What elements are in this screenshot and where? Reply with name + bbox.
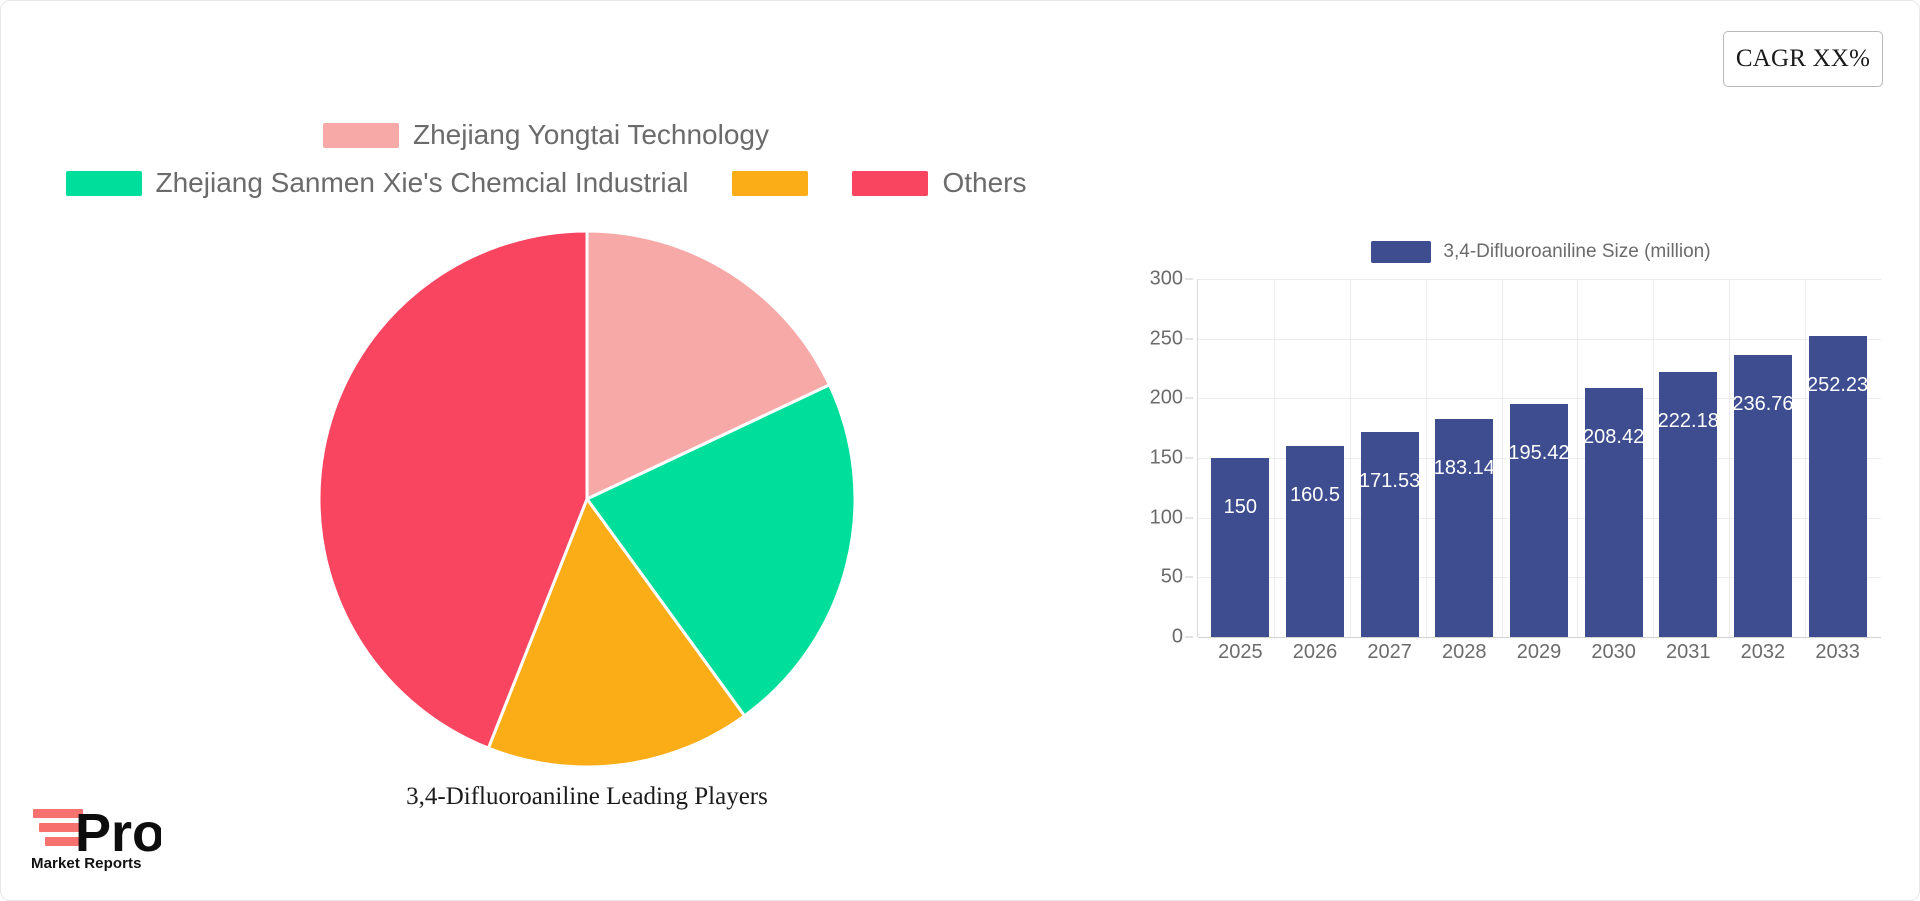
pie-slice[interactable] <box>317 229 589 751</box>
vertical-gridline <box>1729 279 1731 637</box>
gridline <box>1198 577 1881 579</box>
pie-legend-label: Others <box>942 167 1027 198</box>
x-axis-tick-label: 2027 <box>1367 641 1412 663</box>
bar-chart-plot-area: 0 50 100 150 200 250 300 150 160.5 171.53 183.14 1… <box>1141 268 1881 663</box>
pie-legend-label: Zhejiang Sanmen Xie's Chemcial Industria… <box>155 167 689 198</box>
y-axis-tick-label: 100 <box>1149 506 1183 529</box>
y-axis-tick-mark <box>1185 576 1193 578</box>
pie-legend-item-others[interactable]: Others <box>852 167 1026 199</box>
x-axis-tick-label: 2031 <box>1666 641 1711 663</box>
y-axis: 0 50 100 150 200 250 300 <box>1141 268 1193 648</box>
x-axis-tick-label: 2029 <box>1516 641 1562 663</box>
vertical-gridline <box>1349 279 1351 637</box>
pie-legend-label: Zhejiang Yongtai Technology <box>412 119 769 150</box>
y-axis-tick-label: 150 <box>1149 446 1183 469</box>
x-axis-tick-label: 2025 <box>1218 641 1263 663</box>
y-axis-tick-label: 0 <box>1171 625 1183 648</box>
gridline <box>1198 517 1881 519</box>
pie-legend-item-zhejiang-sanmen-xies-chemcial-industrial[interactable]: Zhejiang Sanmen Xie's Chemcial Industria… <box>65 167 689 199</box>
legend-swatch-icon <box>322 122 399 148</box>
pie-legend-item-zhejiang-yongtai-technology[interactable]: Zhejiang Yongtai Technology <box>322 119 769 151</box>
y-axis-tick-mark <box>1185 278 1193 280</box>
y-axis-tick-mark <box>1185 517 1193 519</box>
vertical-gridline <box>1273 279 1275 637</box>
x-axis: 2025 2026 2027 2028 2029 2030 2031 2032 2033 <box>1197 641 1881 664</box>
logo-subtitle: Market Reports <box>31 855 142 872</box>
y-axis-tick-label: 300 <box>1149 267 1183 290</box>
vertical-gridline <box>1805 279 1807 637</box>
cagr-badge: CAGR XX% <box>1723 31 1883 87</box>
legend-swatch-icon <box>65 170 142 196</box>
vertical-gridline <box>1577 279 1579 637</box>
x-axis-tick-label: 2028 <box>1442 641 1487 663</box>
pie-slice[interactable] <box>584 382 857 718</box>
bar-chart: 3,4-Difluoroaniline Size (million) 0 50 10… <box>1141 241 1881 663</box>
gridline <box>1198 637 1881 638</box>
logo[interactable]: Pro Market Reports <box>31 799 161 877</box>
gridline <box>1198 279 1881 280</box>
x-axis-tick-label: 2032 <box>1740 641 1786 663</box>
pie-slice[interactable] <box>585 229 832 502</box>
pro-market-reports-logo-icon: Pro <box>33 803 161 857</box>
pie-legend-row-1: Zhejiang Yongtai Technology <box>1 119 1091 151</box>
vertical-gridline <box>1653 279 1655 637</box>
y-axis-tick-mark <box>1185 636 1193 638</box>
legend-swatch-icon <box>1371 241 1432 263</box>
gridline <box>1198 398 1881 400</box>
y-axis-tick-mark <box>1185 457 1193 459</box>
y-axis-tick-mark <box>1185 338 1193 340</box>
y-axis-tick-mark <box>1185 397 1193 399</box>
legend-swatch-icon <box>732 170 809 196</box>
chart-gridlines <box>1197 279 1881 638</box>
pie-legend-item-unlabeled[interactable] <box>732 170 809 196</box>
bar-legend-label: 3,4-Difluoroaniline Size (million) <box>1443 241 1711 262</box>
pie-slice[interactable] <box>486 495 747 769</box>
pie-legend-row-2: Zhejiang Sanmen Xie's Chemcial Industria… <box>1 167 1091 199</box>
gridline <box>1198 458 1881 459</box>
y-axis-tick-label: 250 <box>1149 327 1183 350</box>
vertical-gridline <box>1501 279 1503 637</box>
x-axis-tick-label: 2030 <box>1591 641 1636 663</box>
pie-chart-legend: Zhejiang Yongtai Technology Zhejiang San… <box>1 119 1091 199</box>
vertical-gridline <box>1425 279 1427 637</box>
x-axis-tick-label: 2033 <box>1815 641 1860 663</box>
legend-swatch-icon <box>852 170 929 196</box>
pie-chart-svg <box>317 229 857 769</box>
pie-chart-title: 3,4-Difluoroaniline Leading Players <box>406 783 768 810</box>
y-axis-tick-label: 50 <box>1160 565 1183 588</box>
gridline <box>1198 338 1881 340</box>
svg-text:Pro: Pro <box>75 803 161 857</box>
pie-chart[interactable] <box>317 229 857 769</box>
bar-chart-legend[interactable]: 3,4-Difluoroaniline Size (million) <box>1141 241 1881 263</box>
y-axis-tick-label: 200 <box>1149 386 1183 409</box>
cagr-badge-label: CAGR XX% <box>1735 45 1871 72</box>
x-axis-tick-label: 2026 <box>1292 641 1338 663</box>
